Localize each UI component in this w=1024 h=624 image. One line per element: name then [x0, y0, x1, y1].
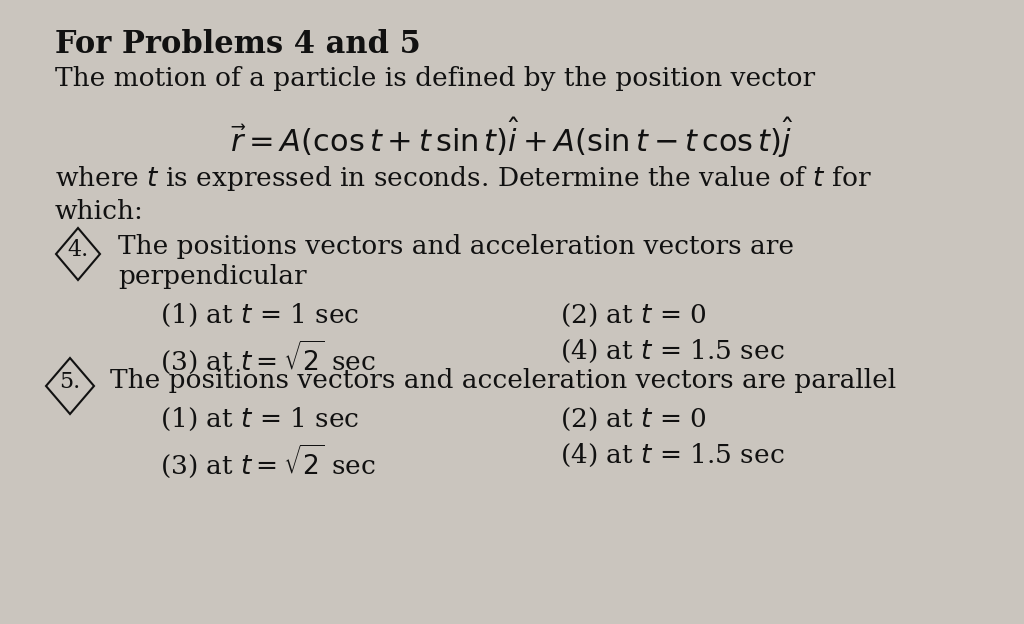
- Text: (1) at $t$ = 1 sec: (1) at $t$ = 1 sec: [160, 302, 359, 329]
- Text: For Problems 4 and 5: For Problems 4 and 5: [55, 29, 421, 60]
- Text: 5.: 5.: [59, 371, 81, 393]
- Text: (3) at $t = \sqrt{2}$ sec: (3) at $t = \sqrt{2}$ sec: [160, 338, 376, 376]
- Text: $\vec{r} = A(\mathrm{cos}\,t + t\,\mathrm{sin}\,t)\hat{i} + A(\mathrm{sin}\,t - : $\vec{r} = A(\mathrm{cos}\,t + t\,\mathr…: [230, 116, 794, 160]
- Polygon shape: [46, 358, 94, 414]
- Text: perpendicular: perpendicular: [118, 264, 306, 289]
- Text: (2) at $t$ = 0: (2) at $t$ = 0: [560, 406, 707, 433]
- Text: The positions vectors and acceleration vectors are: The positions vectors and acceleration v…: [118, 234, 794, 259]
- Text: (4) at $t$ = 1.5 sec: (4) at $t$ = 1.5 sec: [560, 338, 784, 365]
- Text: (2) at $t$ = 0: (2) at $t$ = 0: [560, 302, 707, 329]
- Text: (4) at $t$ = 1.5 sec: (4) at $t$ = 1.5 sec: [560, 442, 784, 469]
- Text: 4.: 4.: [68, 239, 89, 261]
- Text: (3) at $t = \sqrt{2}$ sec: (3) at $t = \sqrt{2}$ sec: [160, 442, 376, 480]
- Polygon shape: [56, 228, 100, 280]
- Text: which:: which:: [55, 199, 144, 224]
- Text: (1) at $t$ = 1 sec: (1) at $t$ = 1 sec: [160, 406, 359, 433]
- Text: The motion of a particle is defined by the position vector: The motion of a particle is defined by t…: [55, 66, 815, 91]
- Text: The positions vectors and acceleration vectors are parallel: The positions vectors and acceleration v…: [110, 368, 896, 393]
- Text: where $t$ is expressed in seconds. Determine the value of $t$ for: where $t$ is expressed in seconds. Deter…: [55, 164, 871, 193]
